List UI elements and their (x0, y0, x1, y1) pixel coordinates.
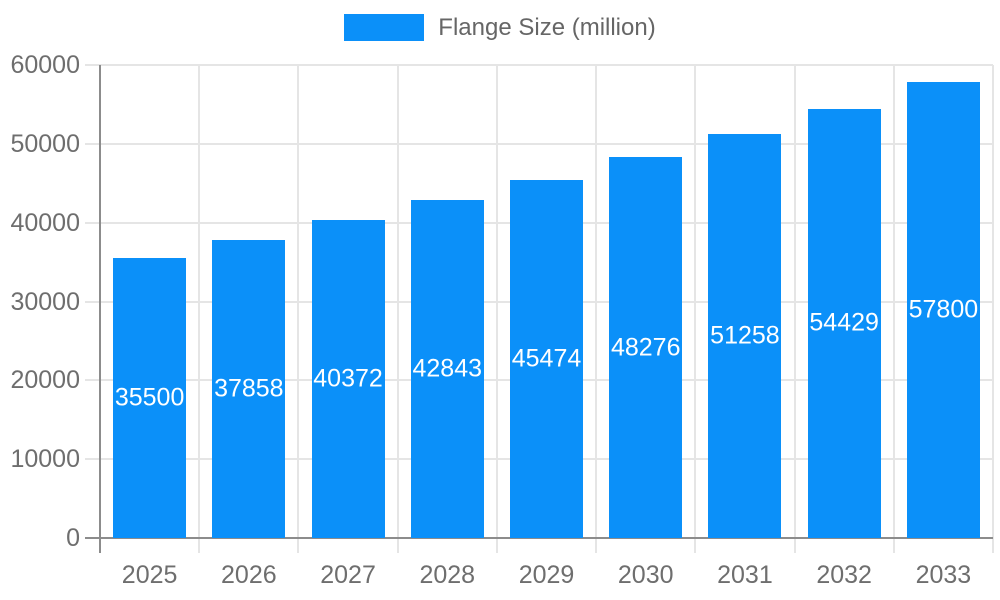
x-axis-tick-label: 2029 (518, 561, 575, 589)
y-gridline (85, 142, 993, 145)
y-axis-tick-label: 0 (66, 524, 80, 552)
legend-swatch (344, 14, 425, 41)
x-gridline (694, 65, 697, 553)
bar-2028[interactable] (410, 200, 484, 538)
y-axis-tick-label: 60000 (10, 51, 80, 79)
x-axis-tick-label: 2027 (320, 561, 376, 589)
x-axis-tick-label: 2032 (816, 561, 872, 589)
bar-2033[interactable] (906, 82, 980, 538)
bar-value-label: 35500 (114, 383, 185, 412)
x-gridline (396, 65, 399, 553)
x-axis-line (85, 537, 993, 539)
x-gridline (595, 65, 598, 553)
bar-2027[interactable] (311, 219, 385, 538)
bar-value-label: 37858 (214, 374, 284, 403)
y-axis-tick-label: 50000 (10, 129, 80, 158)
x-axis-tick-label: 2025 (121, 561, 178, 589)
y-axis-tick-label: 10000 (10, 445, 80, 474)
bar-2026[interactable] (212, 239, 286, 538)
bar-value-label: 45474 (511, 344, 582, 373)
bar-2025[interactable] (113, 258, 187, 538)
bar-value-label: 57800 (908, 295, 979, 324)
y-gridline (85, 64, 993, 66)
chart-legend[interactable]: Flange Size (million) (0, 14, 1000, 41)
x-gridline (793, 65, 796, 553)
bar-2031[interactable] (708, 133, 782, 538)
x-axis-tick-label: 2026 (221, 561, 277, 589)
bar-2029[interactable] (510, 179, 583, 538)
x-axis-tick-label: 2031 (717, 561, 773, 589)
bar-value-label: 54429 (809, 308, 879, 337)
y-axis-tick-label: 30000 (10, 287, 80, 316)
x-gridline (297, 65, 300, 553)
bar-2032[interactable] (807, 108, 881, 538)
x-axis-tick-label: 2030 (617, 561, 674, 589)
bar-2030[interactable] (609, 157, 683, 538)
x-axis-tick-label: 2028 (419, 561, 476, 589)
x-gridline (198, 65, 201, 553)
y-axis-tick-label: 20000 (10, 366, 80, 395)
x-gridline (992, 65, 994, 553)
x-axis-tick-label: 2033 (915, 561, 972, 589)
x-gridline (892, 65, 895, 553)
y-axis-line (99, 65, 101, 553)
bar-value-label: 48276 (610, 333, 681, 362)
bar-value-label: 51258 (710, 321, 780, 350)
y-axis-tick-label: 40000 (10, 208, 80, 237)
legend-label: Flange Size (million) (438, 14, 656, 41)
bar-value-label: 40372 (313, 364, 383, 393)
x-gridline (495, 65, 498, 553)
bar-value-label: 42843 (412, 354, 483, 383)
